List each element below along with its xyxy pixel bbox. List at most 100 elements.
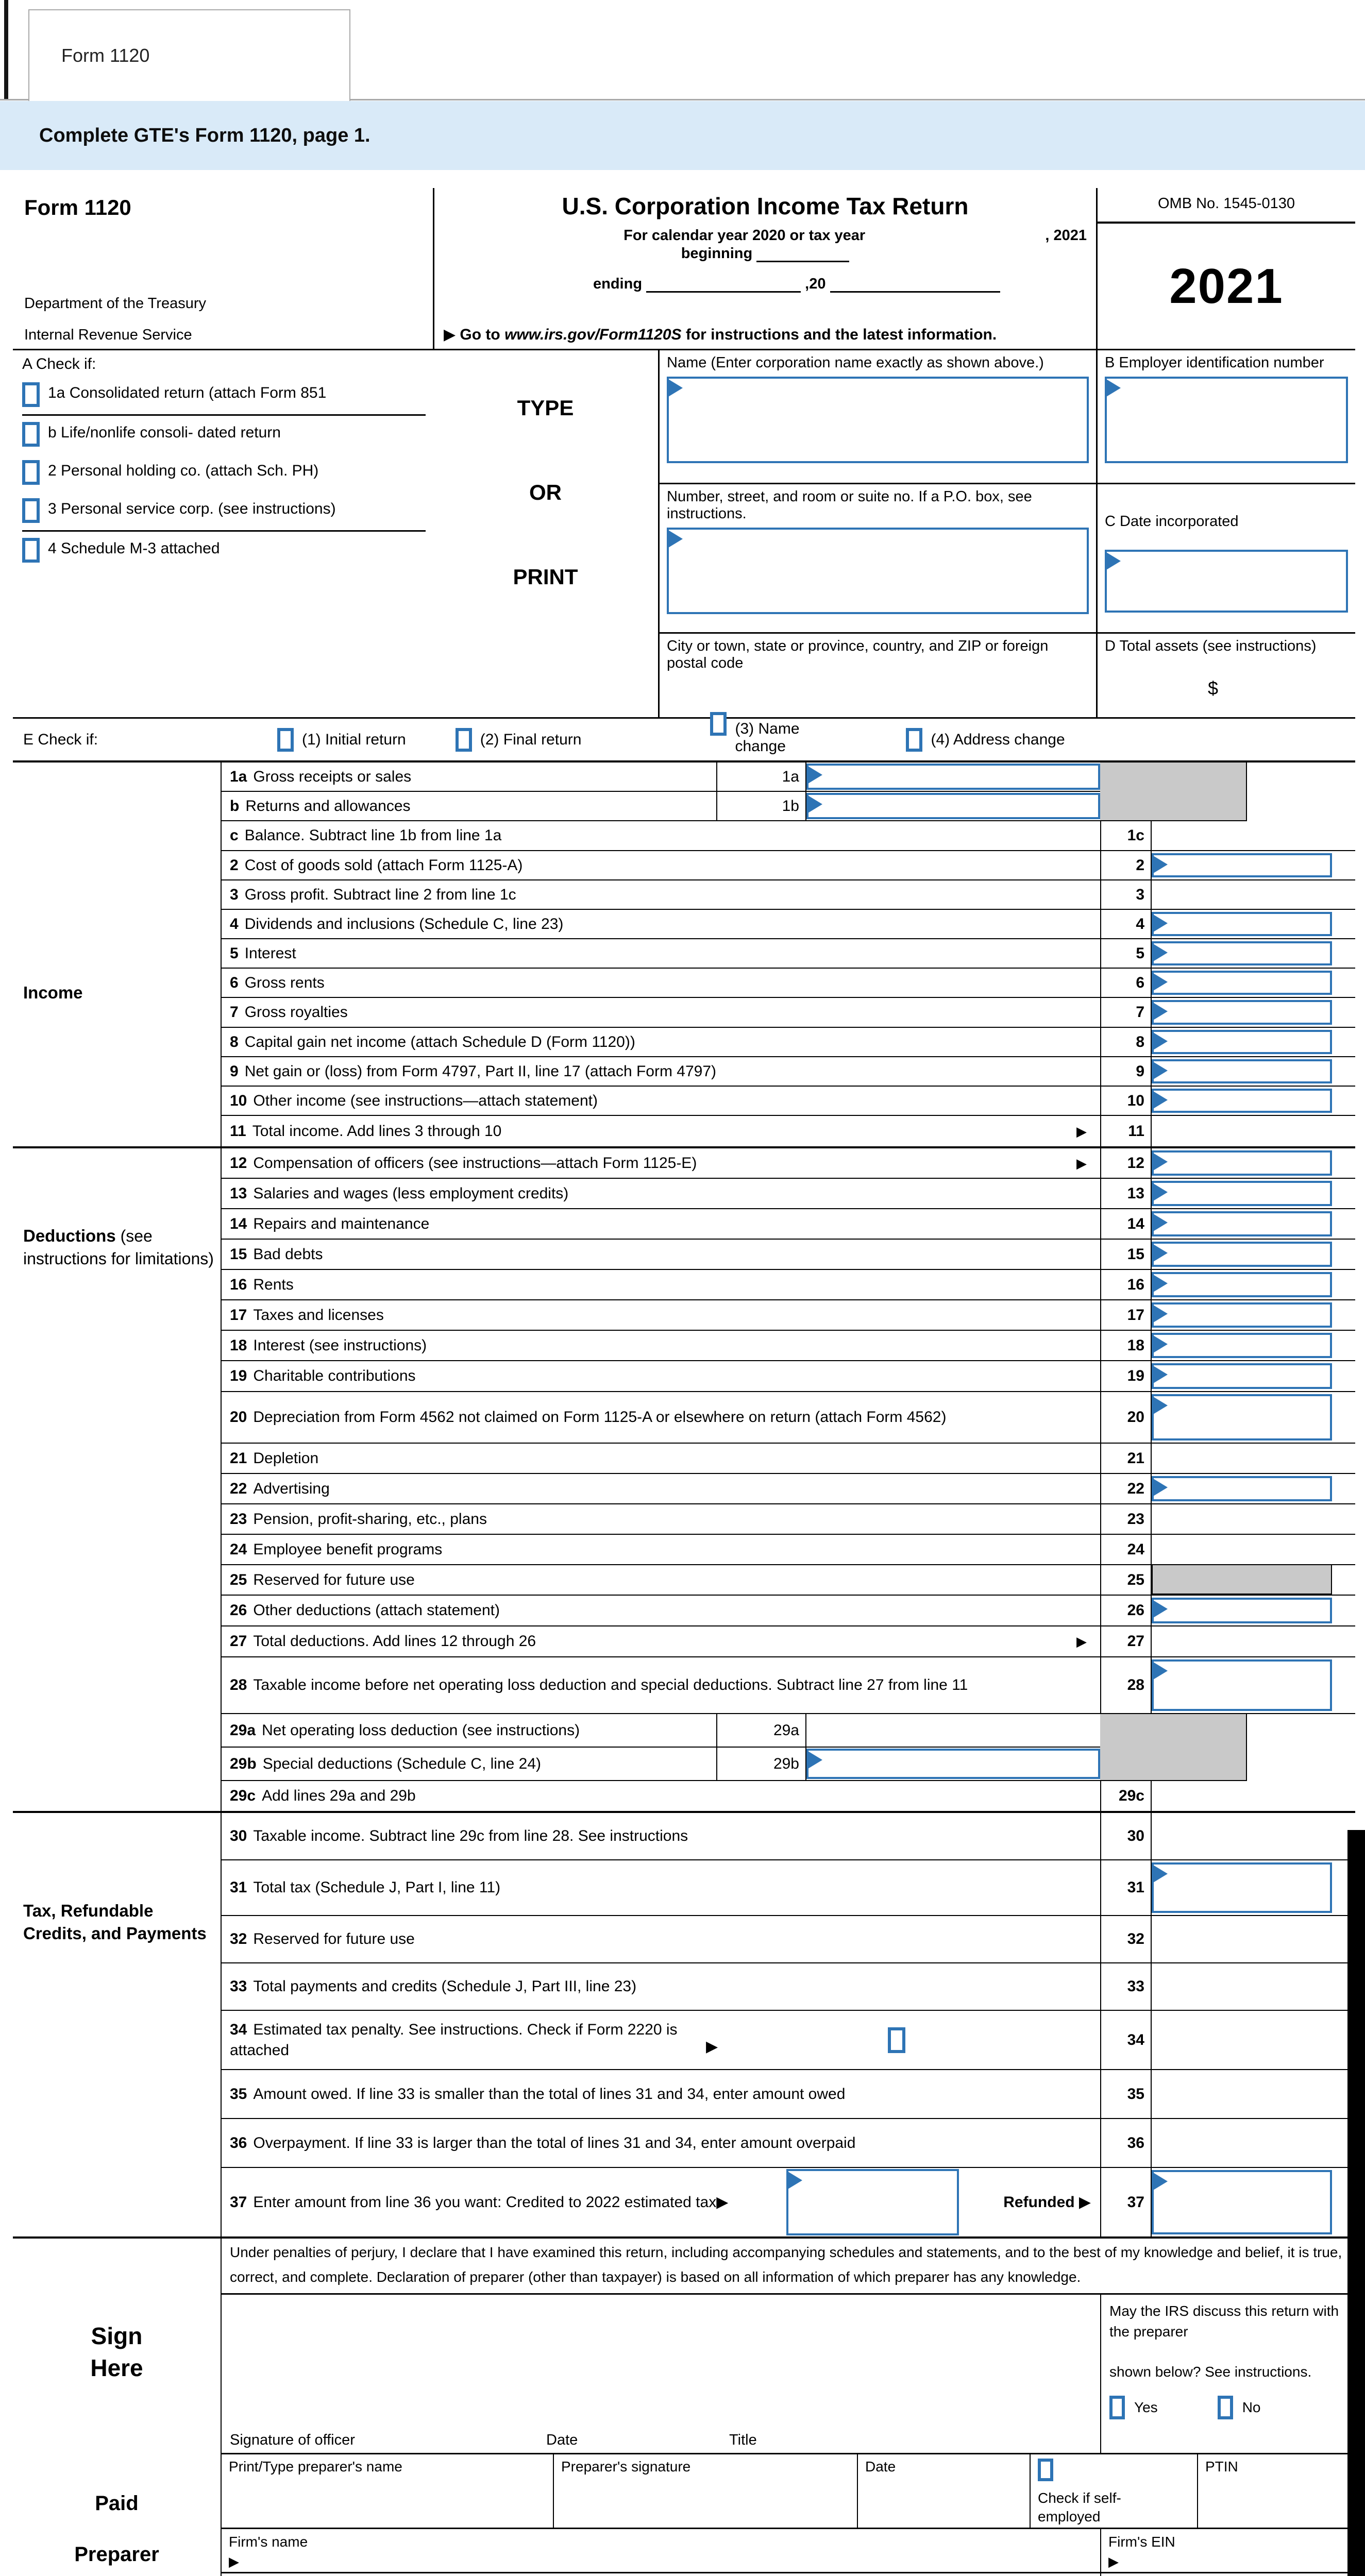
e-option-checkbox-1[interactable] xyxy=(277,728,294,752)
line-6-amount-input[interactable] xyxy=(1152,971,1332,995)
ein-input[interactable] xyxy=(1105,377,1348,463)
window-edge xyxy=(4,0,8,99)
type-or-print-label: TYPEORPRINT xyxy=(433,350,660,717)
line-9-label: 9Net gain or (loss) from Form 4797, Part… xyxy=(222,1057,1100,1086)
line-31-amount-input[interactable] xyxy=(1152,1862,1332,1913)
line-14-number: 14 xyxy=(1100,1209,1152,1239)
line-10-label: 10Other income (see instructions—attach … xyxy=(222,1087,1100,1115)
line-2-amount-input[interactable] xyxy=(1152,853,1332,877)
line-29b-label: 29bSpecial deductions (Schedule C, line … xyxy=(222,1748,716,1781)
self-employed-checkbox[interactable] xyxy=(1038,2459,1053,2481)
phone-cell[interactable]: Phone no. xyxy=(1101,2573,1355,2576)
line-1b-label: bReturns and allowances xyxy=(222,792,716,821)
line-29c-number: 29c xyxy=(1100,1781,1152,1811)
section-e-label: E Check if: xyxy=(13,731,191,749)
officer-signature-area[interactable]: Signature of officer Date Title xyxy=(222,2295,1101,2453)
line-20-number: 20 xyxy=(1100,1392,1152,1443)
date-incorporated-input[interactable] xyxy=(1105,550,1348,613)
firms-address-cell[interactable]: Firm's address ▶ xyxy=(222,2573,1101,2576)
line-18-amount-input[interactable] xyxy=(1152,1333,1332,1358)
check-self-employed-label: Check if self-employed xyxy=(1038,2489,1141,2526)
line-18-number: 18 xyxy=(1100,1331,1152,1360)
line-5-amount-input[interactable] xyxy=(1152,941,1332,965)
beginning-date-blank[interactable] xyxy=(756,247,849,262)
goto-post-text: for instructions and the latest informat… xyxy=(682,326,997,343)
line-9-amount-input[interactable] xyxy=(1152,1059,1332,1083)
line-24-label: 24Employee benefit programs xyxy=(222,1535,1100,1564)
calendar-year-text: For calendar year 2020 or tax year xyxy=(444,227,1045,244)
line-28-label: 28Taxable income before net operating lo… xyxy=(222,1657,1100,1713)
tab-form-1120[interactable]: Form 1120 xyxy=(28,9,350,101)
line-1b-amount-input[interactable] xyxy=(806,793,1100,819)
line-29b-amount-input[interactable] xyxy=(806,1749,1100,1779)
section-a-check-if: A Check if: 1a Consolidated return (atta… xyxy=(13,350,433,717)
firms-name-arrow-icon: ▶ xyxy=(229,2552,1100,2571)
check-if-checkbox-4[interactable] xyxy=(22,498,40,523)
preparer-date-cell[interactable]: Date xyxy=(858,2454,1031,2528)
form-line-26: 26Other deductions (attach statement)26 xyxy=(222,1596,1355,1626)
line-20-amount-input[interactable] xyxy=(1152,1394,1332,1440)
line-11-label: 11Total income. Add lines 3 through 10▶ xyxy=(222,1116,1100,1146)
section-a-heading: A Check if: xyxy=(22,355,426,373)
check-if-item-label: 3 Personal service corp. (see instructio… xyxy=(48,498,336,520)
form-line-25: 25Reserved for future use25 xyxy=(222,1565,1355,1596)
check-if-checkbox-1[interactable] xyxy=(22,382,40,407)
line-17-amount-input[interactable] xyxy=(1152,1302,1332,1328)
firms-name-cell[interactable]: Firm's name ▶ xyxy=(222,2529,1101,2572)
line-12-amount-input[interactable] xyxy=(1152,1150,1332,1176)
form-line-35: 35Amount owed. If line 33 is smaller tha… xyxy=(222,2070,1355,2119)
irs-discuss-yes-checkbox[interactable] xyxy=(1109,2396,1125,2419)
line-14-amount-input[interactable] xyxy=(1152,1211,1332,1236)
irs-discuss-no-checkbox[interactable] xyxy=(1218,2396,1233,2419)
line-28-amount-input[interactable] xyxy=(1152,1659,1332,1711)
ending-year-blank[interactable] xyxy=(830,277,1000,293)
check-if-checkbox-3[interactable] xyxy=(22,460,40,485)
e-option-checkbox-2[interactable] xyxy=(456,728,472,752)
line-26-amount-input[interactable] xyxy=(1152,1598,1332,1623)
beginning-label: beginning xyxy=(681,245,753,262)
form-2220-checkbox[interactable] xyxy=(888,2027,905,2053)
line-19-amount-input[interactable] xyxy=(1152,1363,1332,1389)
e-option-checkbox-4[interactable] xyxy=(906,728,922,752)
line-8-amount-input[interactable] xyxy=(1152,1030,1332,1054)
firms-ein-cell[interactable]: Firm's EIN ▶ xyxy=(1101,2529,1355,2572)
form-line-21: 21Depletion21 xyxy=(222,1444,1355,1474)
corporation-name-input[interactable] xyxy=(667,377,1089,463)
line-1a-amount-input[interactable] xyxy=(806,764,1100,790)
line-22-amount-input[interactable] xyxy=(1152,1476,1332,1501)
line-4-amount-input[interactable] xyxy=(1152,912,1332,936)
signature-date-label: Date xyxy=(546,2432,729,2449)
goto-arrow-icon: ▶ xyxy=(444,326,456,343)
line-28-number: 28 xyxy=(1100,1657,1152,1713)
line-27-number: 27 xyxy=(1100,1626,1152,1656)
line-10-amount-input[interactable] xyxy=(1152,1089,1332,1113)
form-line-18: 18Interest (see instructions)18 xyxy=(222,1331,1355,1361)
line-8-label: 8Capital gain net income (attach Schedul… xyxy=(222,1028,1100,1056)
line-7-amount-input[interactable] xyxy=(1152,1000,1332,1025)
preparer-name-cell[interactable]: Print/Type preparer's name xyxy=(222,2454,554,2528)
preparer-signature-cell[interactable]: Preparer's signature xyxy=(554,2454,858,2528)
line-12-arrow-icon: ▶ xyxy=(1076,1153,1095,1174)
date-incorporated-label: C Date incorporated xyxy=(1105,513,1348,530)
form-line-8: 8Capital gain net income (attach Schedul… xyxy=(222,1028,1355,1057)
line-16-amount-input[interactable] xyxy=(1152,1272,1332,1297)
line-1b-shaded-cell xyxy=(1100,792,1247,821)
line-12-label: 12Compensation of officers (see instruct… xyxy=(222,1148,1100,1178)
may-irs-discuss-text: May the IRS discuss this return with the… xyxy=(1109,2301,1347,2342)
line-13-label: 13Salaries and wages (less employment cr… xyxy=(222,1179,1100,1208)
line-1b-sub-number: 1b xyxy=(716,792,806,821)
street-address-input[interactable] xyxy=(667,528,1089,614)
line-15-amount-input[interactable] xyxy=(1152,1242,1332,1267)
check-if-checkbox-5[interactable] xyxy=(22,538,40,563)
line-23-label: 23Pension, profit-sharing, etc., plans xyxy=(222,1504,1100,1534)
check-if-checkbox-2[interactable] xyxy=(22,422,40,447)
credited-to-2022-input[interactable] xyxy=(786,2169,959,2235)
ending-date-blank[interactable] xyxy=(646,277,801,293)
line-9-number: 9 xyxy=(1100,1057,1152,1086)
e-option-checkbox-3[interactable] xyxy=(710,712,727,736)
ptin-cell[interactable]: PTIN xyxy=(1198,2454,1355,2528)
line-37-amount-input[interactable] xyxy=(1152,2170,1332,2234)
line-13-amount-input[interactable] xyxy=(1152,1181,1332,1206)
line-21-label: 21Depletion xyxy=(222,1444,1100,1473)
preparer-label: Preparer xyxy=(13,2543,221,2566)
